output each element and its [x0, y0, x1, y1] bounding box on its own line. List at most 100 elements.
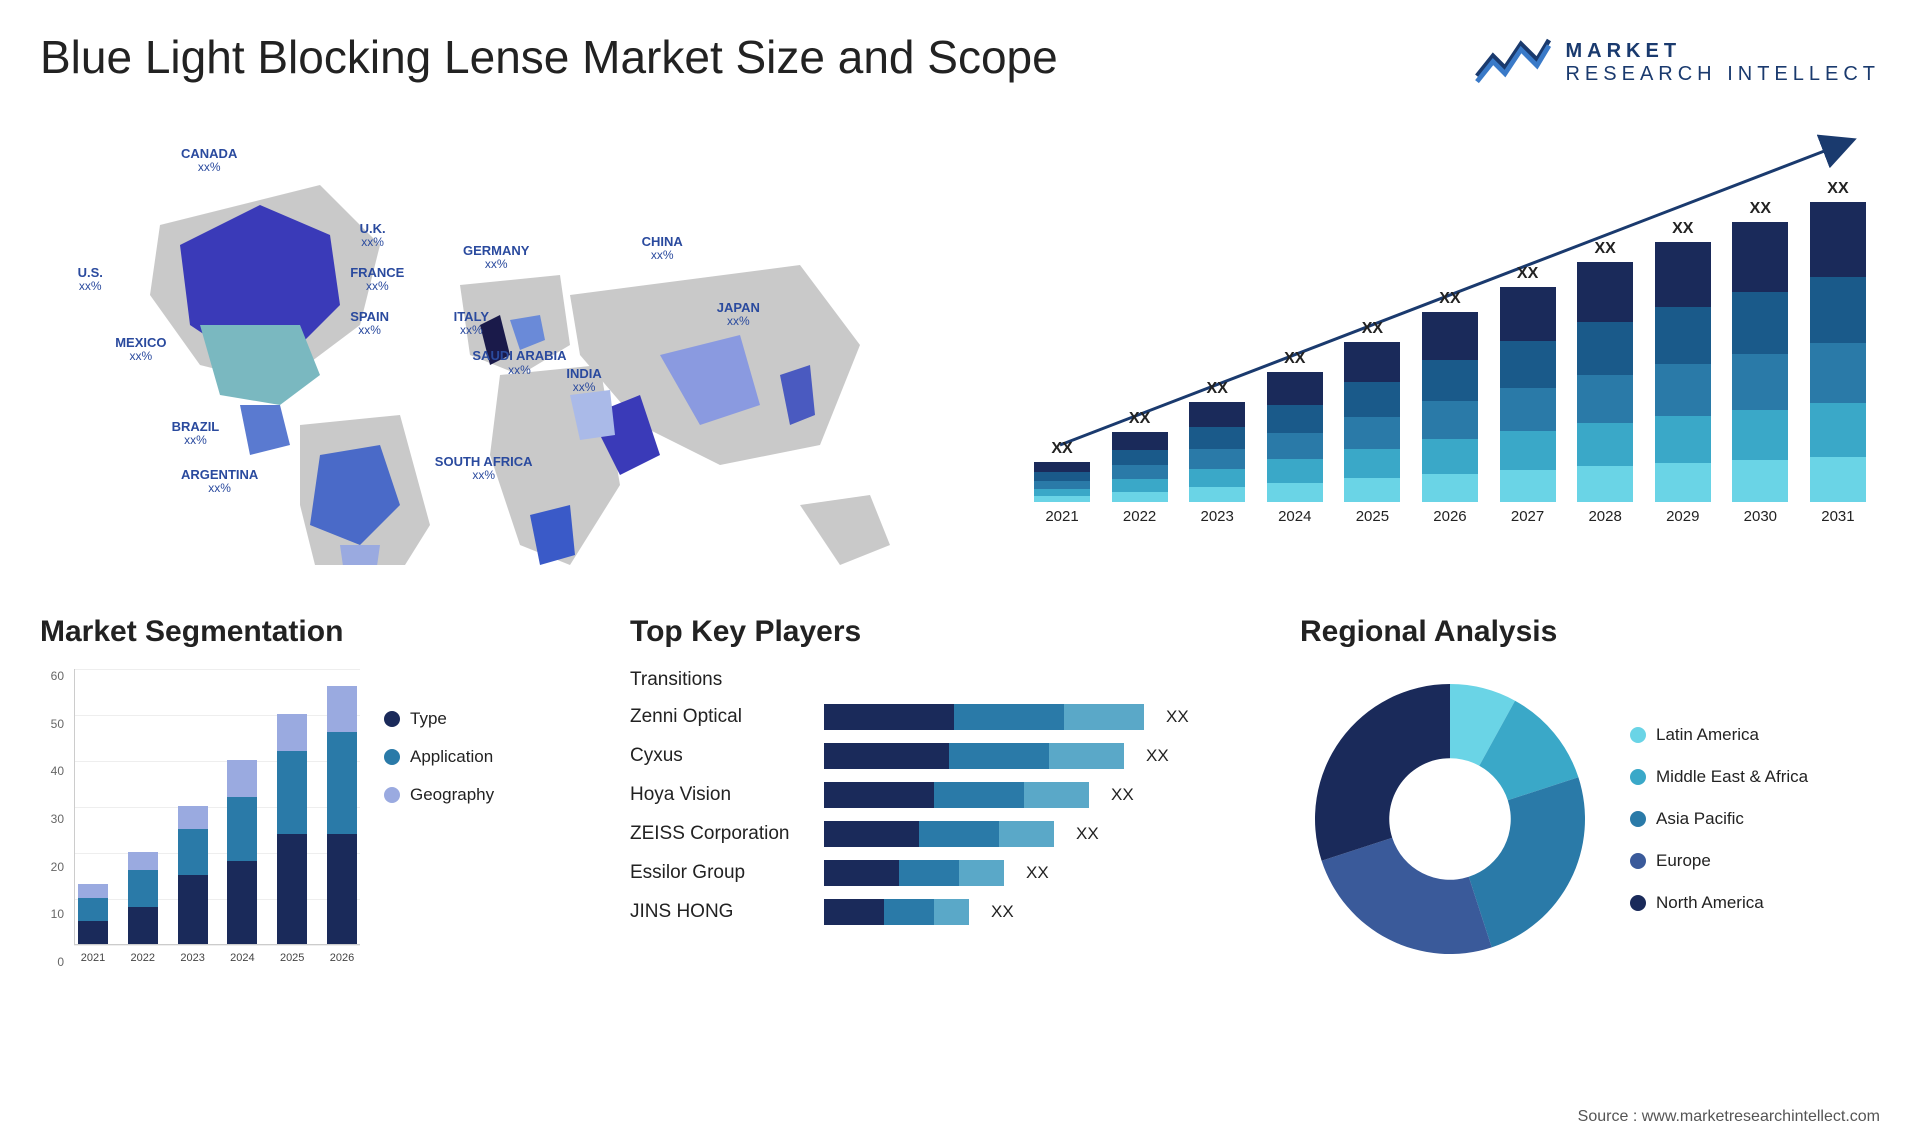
player-bar	[824, 860, 1004, 886]
legend-item: Application	[384, 747, 494, 767]
seg-bar: 2021	[75, 884, 111, 944]
growth-bar-value: XX	[1827, 180, 1848, 198]
growth-year-label: 2022	[1123, 508, 1156, 525]
legend-item: Geography	[384, 785, 494, 805]
player-value: XX	[1111, 785, 1134, 805]
growth-bar-value: XX	[1129, 410, 1150, 428]
legend-item: Middle East & Africa	[1630, 767, 1808, 787]
player-name: Essilor Group	[630, 862, 810, 884]
logo-text: MARKET RESEARCH INTELLECT	[1565, 40, 1880, 86]
growth-bar: XX 2024	[1263, 350, 1327, 525]
player-bar	[824, 821, 1054, 847]
legend-dot-icon	[1630, 727, 1646, 743]
growth-bar-value: XX	[1362, 320, 1383, 338]
legend-dot-icon	[1630, 895, 1646, 911]
seg-bar: 2022	[125, 852, 161, 944]
player-value: XX	[991, 902, 1014, 922]
map-label: MEXICOxx%	[115, 336, 166, 363]
seg-year-label: 2026	[330, 952, 354, 964]
seg-bar: 2026	[324, 686, 360, 944]
growth-year-label: 2026	[1433, 508, 1466, 525]
map-label: SOUTH AFRICAxx%	[435, 455, 533, 482]
seg-bar: 2024	[224, 760, 260, 944]
page-title: Blue Light Blocking Lense Market Size an…	[40, 30, 1058, 84]
player-name: Transitions	[630, 669, 810, 691]
player-row: ZEISS CorporationXX	[630, 821, 1270, 847]
map-label: ITALYxx%	[454, 310, 489, 337]
seg-year-label: 2024	[230, 952, 254, 964]
player-name: Zenni Optical	[630, 706, 810, 728]
growth-bar-value: XX	[1051, 440, 1072, 458]
world-map-panel: CANADAxx%U.S.xx%MEXICOxx%BRAZILxx%ARGENT…	[40, 125, 980, 565]
regional-legend: Latin America Middle East & Africa Asia Pa…	[1630, 725, 1808, 913]
growth-bar: XX 2031	[1806, 180, 1870, 525]
legend-dot-icon	[384, 749, 400, 765]
player-name: JINS HONG	[630, 901, 810, 923]
player-bar	[824, 704, 1144, 730]
growth-bar-value: XX	[1594, 240, 1615, 258]
legend-item: Europe	[1630, 851, 1808, 871]
bottom-row: Market Segmentation 6050403020100 202120…	[40, 615, 1880, 1035]
growth-bar-value: XX	[1672, 220, 1693, 238]
legend-item: North America	[1630, 893, 1808, 913]
growth-bar: XX 2023	[1185, 380, 1249, 525]
map-label: JAPANxx%	[717, 301, 760, 328]
seg-year-label: 2022	[131, 952, 155, 964]
growth-bar: XX2025	[1340, 320, 1404, 525]
growth-bar: XX 2022	[1108, 410, 1172, 525]
player-bar	[824, 782, 1089, 808]
growth-bar: XX 2028	[1573, 240, 1637, 525]
segmentation-chart: 6050403020100 202120222023202420252026	[40, 669, 360, 969]
segmentation-legend: Type Application Geography	[384, 669, 494, 969]
seg-year-label: 2023	[180, 952, 204, 964]
growth-bar: XX 2026	[1418, 290, 1482, 525]
map-label: FRANCExx%	[350, 266, 404, 293]
regional-panel: Regional Analysis Latin AmericaMiddle Ea…	[1300, 615, 1880, 1035]
legend-item: Latin America	[1630, 725, 1808, 745]
growth-year-label: 2031	[1821, 508, 1854, 525]
player-bar	[824, 743, 1124, 769]
growth-year-label: 2027	[1511, 508, 1544, 525]
map-label: BRAZILxx%	[172, 420, 220, 447]
growth-year-label: 2030	[1744, 508, 1777, 525]
growth-year-label: 2023	[1201, 508, 1234, 525]
map-label: CHINAxx%	[642, 235, 683, 262]
growth-bar-value: XX	[1207, 380, 1228, 398]
player-name: Hoya Vision	[630, 784, 810, 806]
map-label: CANADAxx%	[181, 147, 237, 174]
player-value: XX	[1076, 824, 1099, 844]
player-row: CyxusXX	[630, 743, 1270, 769]
legend-dot-icon	[384, 711, 400, 727]
segmentation-title: Market Segmentation	[40, 615, 600, 649]
map-label: SAUDI ARABIAxx%	[472, 349, 566, 376]
growth-year-label: 2024	[1278, 508, 1311, 525]
legend-item: Type	[384, 709, 494, 729]
growth-year-label: 2029	[1666, 508, 1699, 525]
player-row: Essilor GroupXX	[630, 860, 1270, 886]
seg-bar: 2023	[175, 806, 211, 944]
growth-bar: XX2030	[1728, 200, 1792, 525]
legend-item: Asia Pacific	[1630, 809, 1808, 829]
growth-bar: XX 2027	[1496, 265, 1560, 525]
growth-year-label: 2021	[1045, 508, 1078, 525]
growth-bar-value: XX	[1284, 350, 1305, 368]
growth-year-label: 2028	[1588, 508, 1621, 525]
seg-bar: 2025	[274, 714, 310, 944]
top-row: CANADAxx%U.S.xx%MEXICOxx%BRAZILxx%ARGENT…	[40, 125, 1880, 565]
player-row: JINS HONG XX	[630, 899, 1270, 925]
logo-mark-icon	[1473, 30, 1553, 95]
growth-bar-value: XX	[1439, 290, 1460, 308]
growth-bar-value: XX	[1517, 265, 1538, 283]
player-name: Cyxus	[630, 745, 810, 767]
growth-bar: XX 2021	[1030, 440, 1094, 525]
donut-slice	[1315, 684, 1450, 861]
growth-chart-panel: XX2021XX2022XX2023XX2024XX2025XX2026XX20…	[1020, 125, 1880, 565]
header: Blue Light Blocking Lense Market Size an…	[40, 30, 1880, 95]
footer-source: Source : www.marketresearchintellect.com	[1578, 1108, 1880, 1126]
player-row: Transitions	[630, 669, 1270, 691]
seg-year-label: 2025	[280, 952, 304, 964]
world-map	[40, 125, 980, 565]
legend-dot-icon	[1630, 853, 1646, 869]
map-label: U.K.xx%	[360, 222, 386, 249]
player-row: Zenni OpticalXX	[630, 704, 1270, 730]
